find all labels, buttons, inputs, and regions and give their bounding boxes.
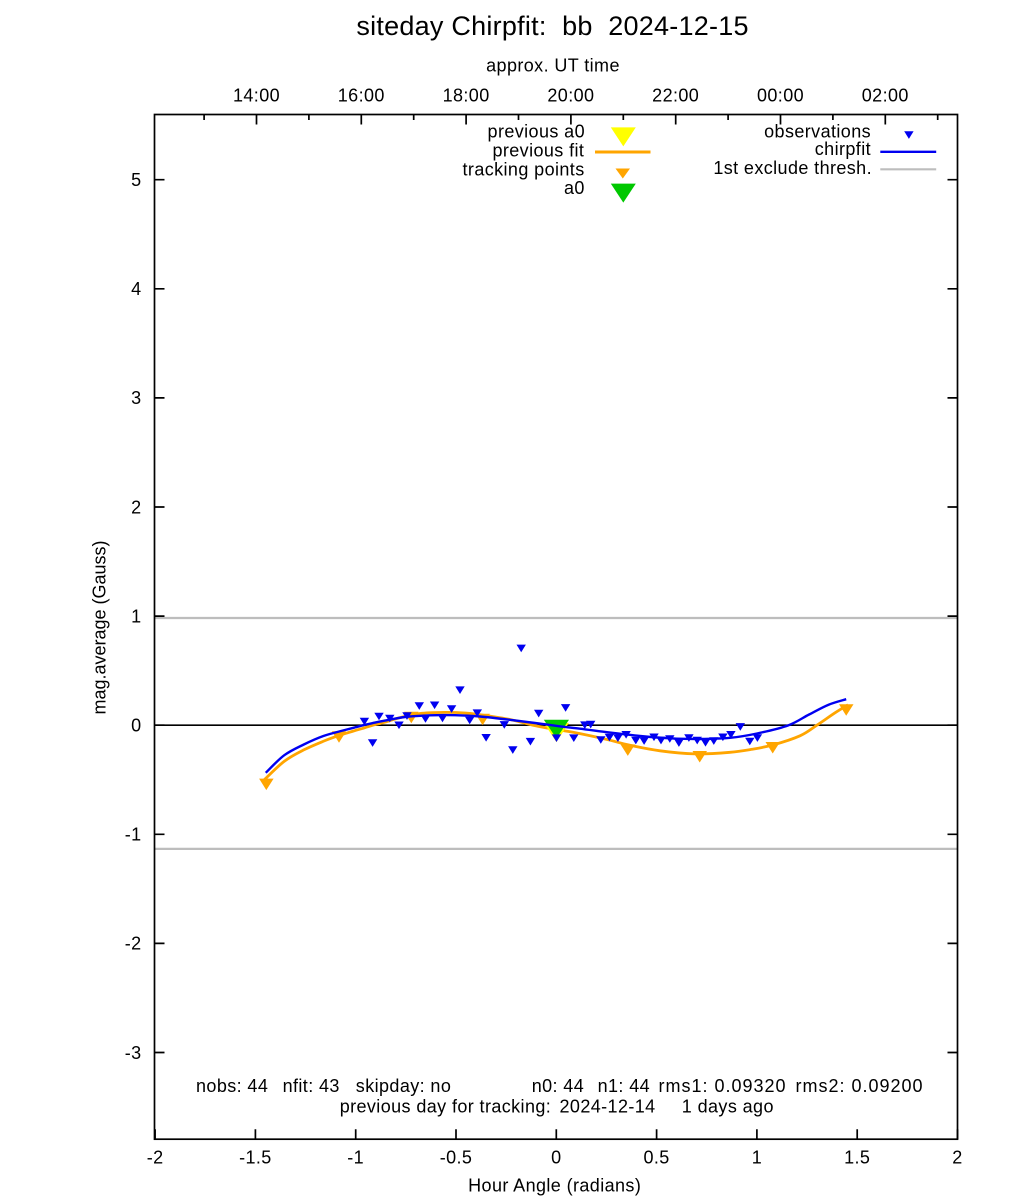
svg-text:previous fit: previous fit [492,140,584,160]
svg-text:Hour Angle (radians): Hour Angle (radians) [468,1176,641,1196]
svg-text:chirpfit: chirpfit [815,139,871,159]
svg-text:22:00: 22:00 [652,86,699,106]
svg-text:observations: observations [764,122,871,142]
svg-text:nfit: 43: nfit: 43 [283,1076,340,1096]
svg-text:2: 2 [131,497,141,517]
svg-text:previous day for tracking:: previous day for tracking: [340,1097,552,1117]
svg-text:nobs: 44: nobs: 44 [196,1076,268,1096]
svg-text:mag.average (Gauss): mag.average (Gauss) [90,540,110,714]
svg-text:0: 0 [551,1148,561,1168]
svg-text:02:00: 02:00 [862,86,909,106]
svg-text:2024-12-14: 2024-12-14 [560,1097,656,1117]
svg-text:0.5: 0.5 [643,1148,669,1168]
svg-text:-1: -1 [125,825,142,845]
svg-text:n0: 44: n0: 44 [532,1076,584,1096]
svg-text:18:00: 18:00 [443,86,490,106]
svg-text:1: 1 [752,1148,762,1168]
svg-text:-1.5: -1.5 [239,1148,272,1168]
svg-text:4: 4 [131,279,141,299]
svg-text:1: 1 [131,606,141,626]
svg-text:-2: -2 [147,1148,164,1168]
svg-text:1st exclude thresh.: 1st exclude thresh. [713,158,872,178]
svg-text:3: 3 [131,388,141,408]
svg-text:5: 5 [131,170,141,190]
svg-text:n1: 44: n1: 44 [598,1076,650,1096]
svg-text:skipday: no: skipday: no [356,1076,451,1096]
svg-text:1.5: 1.5 [844,1148,870,1168]
svg-text:-3: -3 [125,1043,142,1063]
svg-text:20:00: 20:00 [547,86,594,106]
svg-text:-1: -1 [347,1148,364,1168]
svg-text:0: 0 [131,716,141,736]
svg-text:siteday Chirpfit: bb 2024-12: siteday Chirpfit: bb 2024-12-15 [356,11,748,41]
svg-text:a0: a0 [564,178,585,198]
svg-text:14:00: 14:00 [233,86,280,106]
svg-text:2: 2 [952,1148,962,1168]
svg-text:tracking points: tracking points [463,159,585,179]
svg-text:16:00: 16:00 [338,86,385,106]
svg-text:previous a0: previous a0 [488,121,585,141]
svg-text:approx. UT time: approx. UT time [486,56,620,76]
svg-text:00:00: 00:00 [757,86,804,106]
svg-text:1 days ago: 1 days ago [682,1097,774,1117]
svg-text:-2: -2 [125,934,142,954]
svg-text:rms2: 0.09200: rms2: 0.09200 [796,1076,924,1096]
svg-text:rms1: 0.09320: rms1: 0.09320 [659,1076,787,1096]
svg-text:-0.5: -0.5 [440,1148,473,1168]
